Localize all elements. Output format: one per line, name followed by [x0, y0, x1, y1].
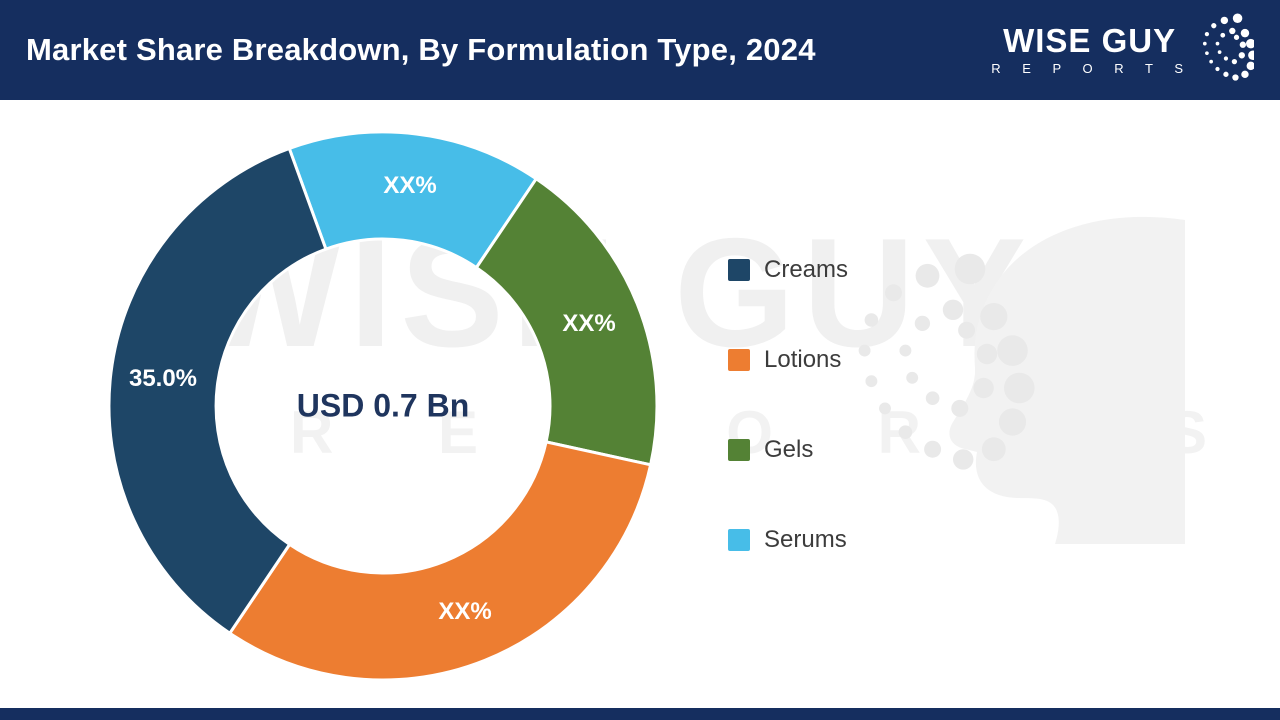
legend-label: Gels	[764, 436, 814, 463]
donut-chart	[107, 130, 659, 682]
legend-item-serums: Serums	[728, 525, 848, 555]
legend-swatch-gels	[728, 439, 750, 461]
watermark-head-silhouette	[949, 216, 1185, 545]
header: Market Share Breakdown, By Formulation T…	[0, 0, 1280, 100]
logo-wordmark: WISE GUY	[1003, 22, 1177, 59]
segment-label-gels: XX%	[562, 310, 616, 337]
footer-bar	[0, 708, 1280, 720]
watermark-head-dots	[858, 253, 1035, 470]
legend-swatch-serums	[728, 529, 750, 551]
logo-subtext: R E P O R T S	[991, 61, 1192, 76]
page-title: Market Share Breakdown, By Formulation T…	[26, 32, 816, 67]
slice-lotions	[227, 440, 653, 682]
legend-item-creams: Creams	[728, 255, 848, 285]
slice-creams	[107, 146, 328, 636]
legend-item-gels: Gels	[728, 435, 848, 465]
legend: Creams Lotions Gels Serums	[728, 255, 848, 615]
legend-label: Creams	[764, 256, 849, 283]
watermark-head-graphic	[858, 216, 1185, 545]
segment-label-serums: XX%	[383, 172, 437, 199]
logo-head-dots-icon	[1202, 13, 1254, 81]
legend-label: Lotions	[764, 346, 842, 373]
logo-text: WISE GUY R E P O R T S	[987, 24, 1192, 76]
chart-area: WISE GUY R E P O R T S USD 0.7 Bn Creams…	[0, 100, 1280, 708]
slice-gels	[474, 176, 659, 467]
segment-label-creams: 35.0%	[128, 365, 198, 392]
donut-center-value: USD 0.7 Bn	[296, 387, 470, 424]
segment-label-lotions: XX%	[438, 598, 492, 625]
legend-swatch-lotions	[728, 349, 750, 371]
legend-swatch-creams	[728, 259, 750, 281]
brand-logo: WISE GUY R E P O R T S	[987, 13, 1254, 87]
legend-label: Serums	[764, 526, 847, 553]
legend-item-lotions: Lotions	[728, 345, 848, 375]
